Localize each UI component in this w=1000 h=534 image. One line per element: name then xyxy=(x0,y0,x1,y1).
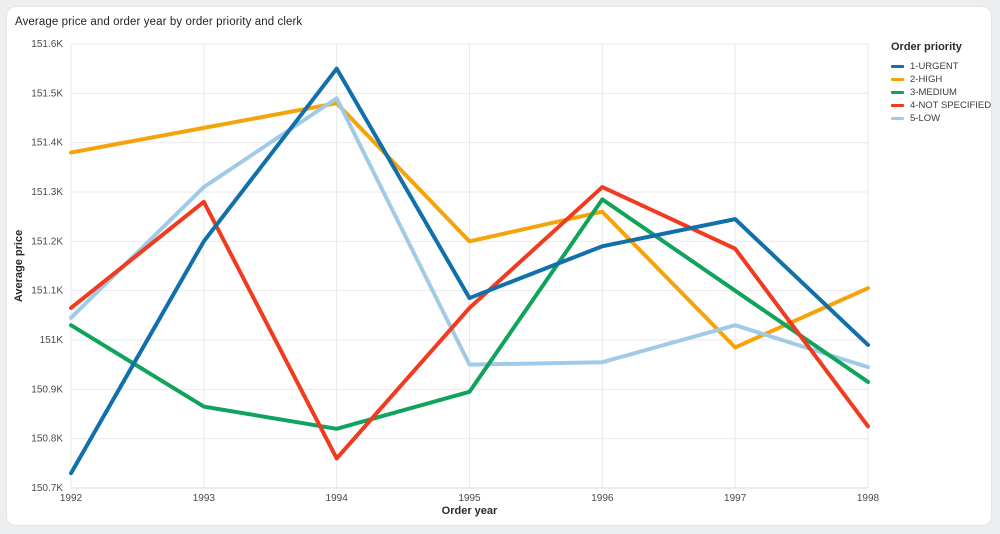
legend-item-1-urgent[interactable]: 1-URGENT xyxy=(891,60,991,73)
series-line-1-urgent[interactable] xyxy=(69,66,870,476)
y-axis-tick-label: 151.4K xyxy=(31,138,63,149)
legend-label-4-not-specified: 4-NOT SPECIFIED xyxy=(910,100,992,111)
x-axis-tick-label: 1998 xyxy=(857,493,880,504)
legend-label-1-urgent: 1-URGENT xyxy=(910,61,959,72)
y-axis-tick-label: 150.8K xyxy=(31,434,63,445)
x-axis-tick-label: 1994 xyxy=(326,493,349,504)
legend: Order priority 1-URGENT 2-HIGH 3-MEDIUM 4-N… xyxy=(891,41,991,125)
legend-item-3-medium[interactable]: 3-MEDIUM xyxy=(891,86,991,99)
x-axis-tick-label: 1992 xyxy=(60,493,83,504)
x-axis-tick-label: 1996 xyxy=(591,493,614,504)
series-line-5-low[interactable] xyxy=(69,96,870,370)
legend-swatch-4-not-specified xyxy=(891,104,904,107)
line-chart-canvas: 150.7K 150.8K 150.9K 151K 151.1K 151.2K 151.3K… xyxy=(13,39,880,517)
x-axis-tick-label: 1995 xyxy=(458,493,481,504)
legend-swatch-2-high xyxy=(891,78,904,81)
chart-card: Average price and order year by order pr… xyxy=(6,6,992,526)
legend-swatch-3-medium xyxy=(891,91,904,94)
x-axis-title: Order year xyxy=(442,505,498,517)
series-line-3-medium[interactable] xyxy=(69,197,870,431)
legend-label-5-low: 5-LOW xyxy=(910,113,941,124)
series-line-4-not-specified[interactable] xyxy=(69,185,870,461)
chart-title: Average price and order year by order pr… xyxy=(15,16,303,28)
y-axis-tick-label: 151.3K xyxy=(31,187,63,198)
y-axis-tick-label: 151K xyxy=(40,335,64,346)
legend-items: 1-URGENT 2-HIGH 3-MEDIUM 4-NOT SPECIFIED 5-L… xyxy=(891,60,991,125)
y-axis-tick-label: 150.7K xyxy=(31,483,63,494)
series-line-2-high[interactable] xyxy=(69,101,870,350)
legend-item-4-not-specified[interactable]: 4-NOT SPECIFIED xyxy=(891,99,991,112)
y-axis-tick-label: 151.5K xyxy=(31,88,63,99)
x-axis-tick-label: 1993 xyxy=(193,493,216,504)
legend-label-3-medium: 3-MEDIUM xyxy=(910,87,957,98)
y-axis-tick-label: 151.6K xyxy=(31,39,63,50)
legend-title: Order priority xyxy=(891,41,962,53)
legend-swatch-5-low xyxy=(891,117,904,120)
legend-item-5-low[interactable]: 5-LOW xyxy=(891,112,991,125)
x-axis-tick-label: 1997 xyxy=(724,493,747,504)
legend-item-2-high[interactable]: 2-HIGH xyxy=(891,73,991,86)
y-axis-tick-label: 150.9K xyxy=(31,384,63,395)
legend-label-2-high: 2-HIGH xyxy=(910,74,943,85)
y-axis-tick-label: 151.1K xyxy=(31,286,63,297)
y-axis-title: Average price xyxy=(13,230,25,302)
legend-swatch-1-urgent xyxy=(891,65,904,68)
y-axis-tick-label: 151.2K xyxy=(31,236,63,247)
